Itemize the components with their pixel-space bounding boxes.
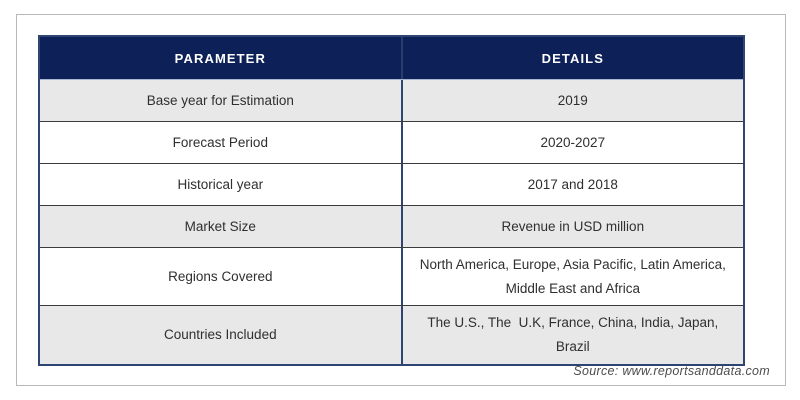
content-frame: PARAMETER DETAILS Base year for Estimati… bbox=[16, 14, 786, 386]
column-header-parameter: PARAMETER bbox=[174, 50, 266, 66]
source-attribution: Source: www.reportsanddata.com bbox=[573, 364, 770, 378]
parameter-cell: Regions Covered bbox=[168, 268, 273, 284]
parameter-cell: Historical year bbox=[177, 176, 264, 192]
table-row: Historical year 2017 and 2018 bbox=[40, 163, 743, 205]
column-header-details: DETAILS bbox=[400, 37, 743, 79]
table-row: Forecast Period 2020-2027 bbox=[40, 121, 743, 163]
details-cell: 2019 bbox=[400, 80, 743, 121]
parameter-cell: Base year for Estimation bbox=[146, 92, 294, 108]
report-scope-table: PARAMETER DETAILS Base year for Estimati… bbox=[38, 35, 745, 366]
parameter-cell: Forecast Period bbox=[172, 134, 268, 150]
details-cell: 2020-2027 bbox=[400, 122, 743, 163]
table-body: Base year for Estimation 2019 Forecast P… bbox=[40, 79, 743, 364]
table-row: Regions Covered North America, Europe, A… bbox=[40, 247, 743, 306]
parameter-cell: Countries Included bbox=[164, 327, 277, 343]
details-cell: 2017 and 2018 bbox=[400, 164, 743, 205]
details-cell: The U.S., The U.K, France, China, India,… bbox=[400, 306, 743, 364]
table-row: Base year for Estimation 2019 bbox=[40, 79, 743, 121]
table-row: Market Size Revenue in USD million bbox=[40, 205, 743, 247]
table-row: Countries Included The U.S., The U.K, Fr… bbox=[40, 305, 743, 364]
details-cell: Revenue in USD million bbox=[400, 206, 743, 247]
table-header-row: PARAMETER DETAILS bbox=[40, 37, 743, 79]
details-cell: North America, Europe, Asia Pacific, Lat… bbox=[400, 248, 743, 306]
parameter-cell: Market Size bbox=[184, 218, 256, 234]
